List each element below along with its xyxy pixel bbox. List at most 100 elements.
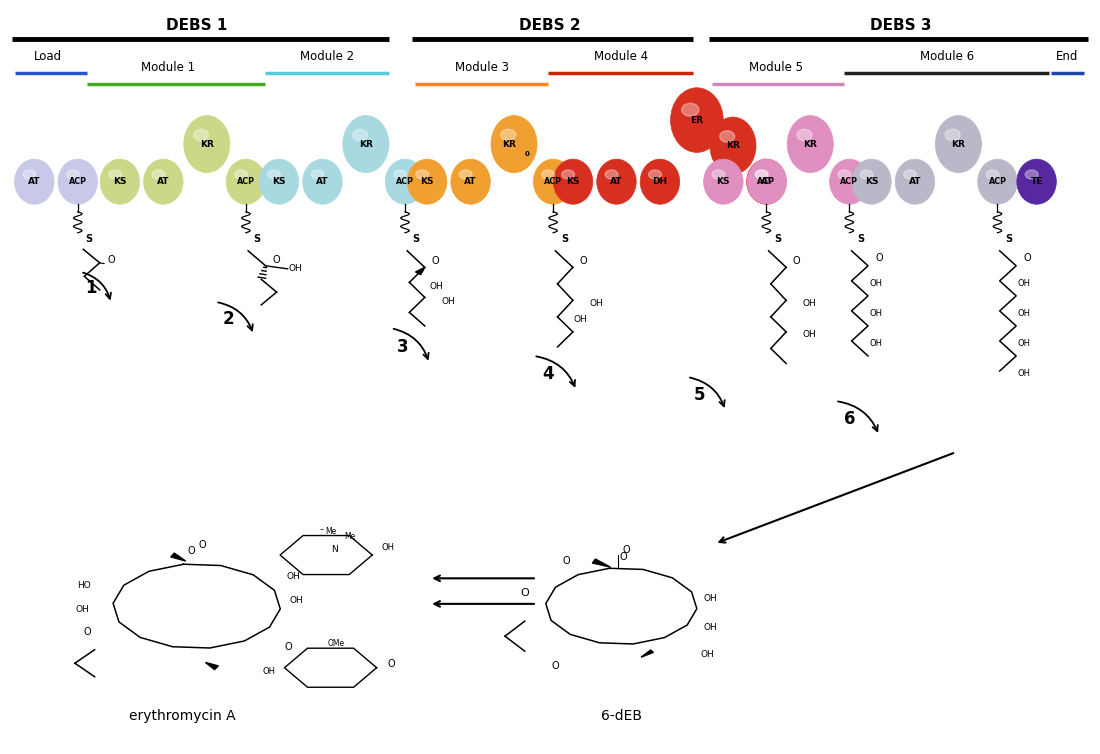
Text: OH: OH [1018,309,1031,318]
Text: OH: OH [869,339,882,348]
Text: O: O [793,256,801,265]
Text: KS: KS [113,177,127,186]
Text: O: O [520,587,529,598]
Ellipse shape [394,170,407,179]
Text: DH: DH [652,177,668,186]
Text: 5: 5 [693,386,705,404]
Text: KR: KR [803,139,817,149]
Text: O: O [1024,253,1032,263]
Ellipse shape [451,159,491,204]
Text: Module 6: Module 6 [920,50,975,63]
Ellipse shape [302,159,342,204]
Text: DEBS 2: DEBS 2 [519,18,581,33]
Text: TE: TE [1031,177,1043,186]
Ellipse shape [649,170,661,179]
Text: OH: OH [290,596,304,605]
Ellipse shape [1016,159,1056,204]
Text: O: O [198,540,206,550]
Text: KR: KR [200,139,213,149]
Polygon shape [206,663,218,670]
Ellipse shape [986,170,999,179]
Ellipse shape [755,170,768,179]
Text: Module 1: Module 1 [141,61,195,74]
Ellipse shape [562,170,574,179]
Text: O: O [562,556,570,566]
Text: OH: OH [1018,339,1031,348]
Text: N: N [331,544,339,553]
Text: S: S [412,234,420,244]
Polygon shape [641,650,653,657]
Text: AT: AT [29,177,41,186]
Ellipse shape [788,115,834,173]
Text: S: S [254,234,261,244]
Ellipse shape [710,117,756,174]
Text: HO: HO [78,581,91,590]
Ellipse shape [58,159,98,204]
Text: DEBS 3: DEBS 3 [870,18,932,33]
Ellipse shape [860,170,873,179]
Polygon shape [170,553,186,561]
Text: KR: KR [952,139,966,149]
Text: KS: KS [865,177,878,186]
Ellipse shape [640,159,680,204]
Text: O: O [619,552,627,562]
Ellipse shape [227,159,265,204]
Ellipse shape [945,129,960,141]
Text: O: O [84,627,91,637]
Ellipse shape [605,170,618,179]
Text: Module 4: Module 4 [594,50,648,63]
Ellipse shape [234,170,248,179]
Text: KS: KS [716,177,730,186]
Text: 1: 1 [86,279,97,297]
Text: KS: KS [272,177,286,186]
Ellipse shape [194,129,209,141]
Ellipse shape [23,170,36,179]
Ellipse shape [719,130,735,143]
Ellipse shape [311,170,323,179]
Ellipse shape [1025,170,1038,179]
Text: Me: Me [324,526,337,535]
Text: 2: 2 [222,310,234,328]
Text: OH: OH [263,667,276,676]
Text: O: O [580,256,587,265]
Text: O: O [108,255,115,265]
Text: OH: OH [429,282,443,291]
Text: Module 5: Module 5 [749,61,803,74]
Text: ACP: ACP [989,177,1006,186]
Text: AT: AT [316,177,329,186]
Polygon shape [416,268,425,274]
Text: OH: OH [869,279,882,288]
Text: 0: 0 [525,151,529,157]
Ellipse shape [14,159,54,204]
Text: DEBS 1: DEBS 1 [166,18,228,33]
Text: 3: 3 [397,338,409,356]
Text: OH: OH [574,315,587,324]
Text: OH: OH [287,572,300,581]
Ellipse shape [343,115,389,173]
Text: ACP: ACP [544,177,562,186]
Text: Me: Me [344,532,356,541]
Ellipse shape [596,159,636,204]
Text: S: S [774,234,781,244]
Ellipse shape [851,159,891,204]
Text: OH: OH [1018,279,1031,288]
Text: OH: OH [704,594,717,603]
Ellipse shape [682,103,698,116]
Text: S: S [561,234,568,244]
Text: AT: AT [610,177,623,186]
Text: O: O [431,256,439,265]
Text: OH: OH [803,330,816,339]
Ellipse shape [704,159,744,204]
Ellipse shape [500,129,516,141]
Text: OH: OH [803,299,816,308]
Text: KR: KR [359,139,373,149]
Ellipse shape [838,170,850,179]
Ellipse shape [459,170,472,179]
Text: S: S [857,234,865,244]
Ellipse shape [756,170,768,179]
Text: AT: AT [760,177,773,186]
Text: OMe: OMe [328,639,344,648]
Text: KR: KR [503,139,516,149]
Text: End: End [1056,50,1078,63]
Ellipse shape [747,159,786,204]
